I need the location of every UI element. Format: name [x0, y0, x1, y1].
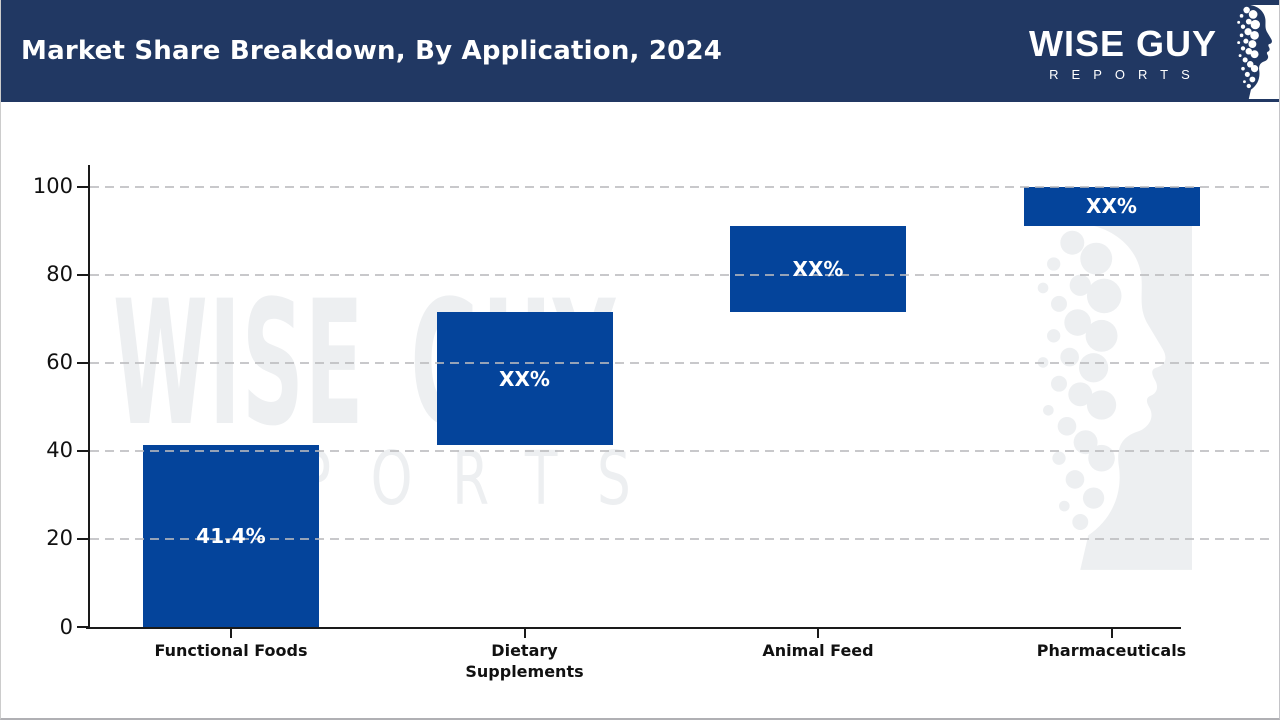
y-tick-label: 100	[32, 174, 73, 198]
y-tick-label: 60	[46, 350, 73, 375]
y-tick-mark	[77, 626, 89, 628]
page-title: Market Share Breakdown, By Application, …	[21, 36, 723, 66]
bar-value-label: XX%	[499, 366, 550, 391]
brand-logo: WISE GUY REPORTS	[1029, 4, 1279, 100]
bar-value-label: XX%	[1086, 194, 1137, 219]
y-gridline	[90, 185, 1273, 188]
x-tick-mark	[1110, 629, 1113, 638]
y-axis-line	[88, 165, 90, 629]
brand-wordmark: WISE GUY	[1028, 22, 1217, 64]
brand-logo-text: WISE GUY REPORTS	[1029, 23, 1217, 82]
y-gridline	[90, 273, 1273, 276]
y-tick-label: 20	[46, 526, 73, 551]
x-tick-mark	[817, 629, 819, 638]
y-gridline	[90, 537, 1273, 540]
x-axis-label: Functional Foods	[154, 641, 308, 660]
header-bar: Market Share Breakdown, By Application, …	[1, 0, 1279, 102]
x-axis-label: Dietary Supplements	[465, 641, 584, 681]
y-tick-label: 40	[46, 438, 73, 463]
bar-pharmaceuticals	[1023, 186, 1200, 227]
bar-value-label: XX%	[792, 257, 844, 282]
x-axis-label: Pharmaceuticals	[1036, 641, 1187, 660]
brand-reports-text: REPORTS	[1049, 66, 1203, 82]
x-tick-mark	[523, 629, 526, 638]
bar-value-label: 41.4%	[196, 523, 266, 548]
y-tick-mark	[77, 273, 89, 276]
y-gridline	[90, 361, 1273, 364]
dotted-face-profile-icon	[1237, 5, 1279, 99]
x-axis-label: Animal Feed	[762, 641, 874, 660]
y-tick-mark	[77, 185, 89, 188]
bar-animal-feed	[730, 226, 906, 313]
x-axis-line	[86, 627, 1181, 629]
y-tick-mark	[77, 449, 89, 452]
y-tick-mark	[77, 537, 89, 540]
y-tick-label: 0	[59, 614, 73, 639]
y-tick-label: 80	[46, 262, 73, 287]
x-tick-mark	[230, 629, 232, 638]
y-tick-mark	[77, 361, 89, 364]
bar-dietary-supplements	[436, 312, 613, 445]
y-gridline	[90, 449, 1273, 452]
bar-functional-foods	[143, 444, 319, 627]
